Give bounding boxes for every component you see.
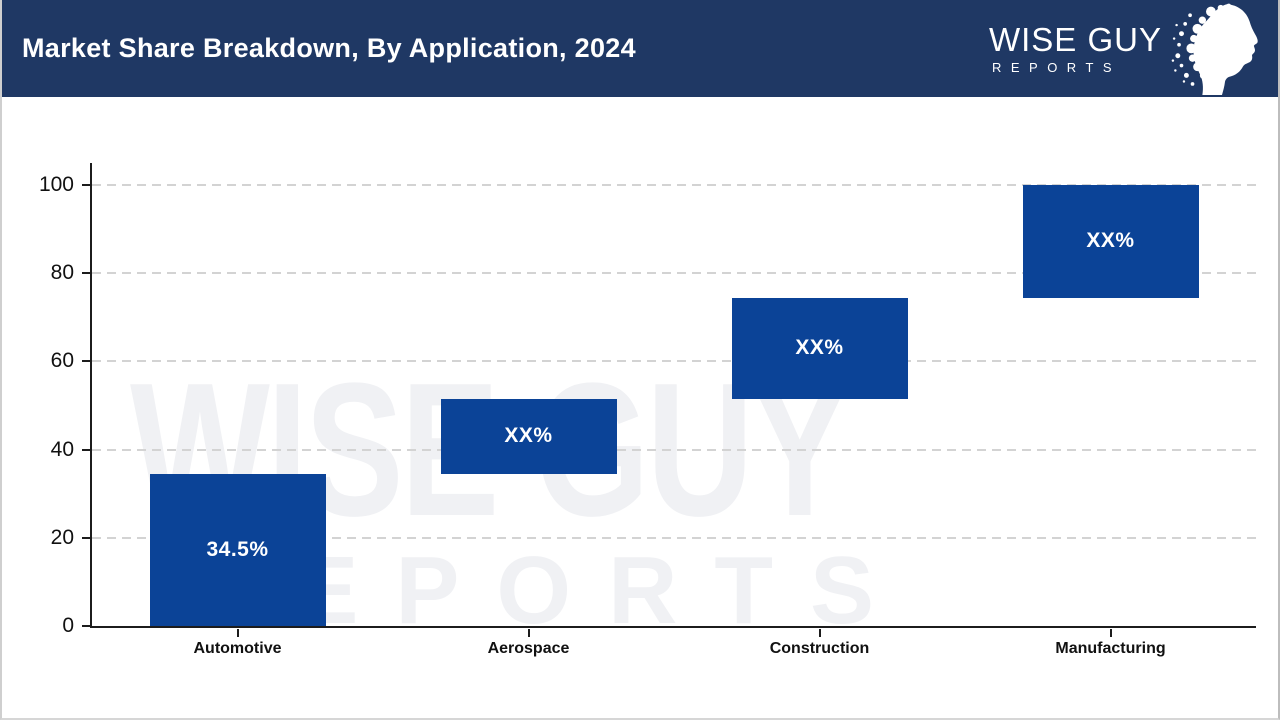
chart-title: Market Share Breakdown, By Application, … — [22, 33, 636, 63]
chart-area: WISE GUY REPORTS 02040608010034.5%Automo… — [2, 97, 1278, 718]
x-tick-0 — [236, 629, 239, 637]
y-tick-60 — [82, 360, 90, 363]
gridline-y60 — [92, 360, 1256, 363]
x-category-label: Aerospace — [487, 640, 570, 657]
x-tick-2 — [818, 629, 821, 637]
bar-construction: XX% — [731, 297, 908, 399]
y-tick-label-60: 60 — [50, 349, 74, 373]
x-category-label: Manufacturing — [1055, 640, 1166, 657]
bar-value-label: XX% — [1086, 229, 1135, 253]
bar-value-label: XX% — [795, 336, 844, 360]
header: Market Share Breakdown, By Application, … — [2, 0, 1278, 97]
bar-aerospace: XX% — [440, 398, 617, 474]
y-tick-40 — [82, 448, 90, 451]
bar-value-label: 34.5% — [206, 537, 269, 561]
logo-wordmark: WISE GUY — [988, 21, 1162, 58]
logo-subtitle: REPORTS — [991, 60, 1122, 75]
y-tick-label-40: 40 — [50, 437, 74, 461]
plot-area: 0 20 40 60 80 100 34.5% Automotive XX% Aerospace X… — [39, 163, 1256, 657]
bar-value-label: XX% — [504, 424, 553, 448]
gridline-y40 — [92, 448, 1256, 451]
bar-automotive: 34.5% — [149, 473, 326, 626]
bar-manufacturing: XX% — [1022, 185, 1199, 298]
head-dots-icon — [1171, 3, 1258, 95]
x-tick-1 — [527, 629, 530, 637]
y-tick-20 — [82, 536, 90, 539]
y-tick-label-20: 20 — [50, 525, 74, 549]
x-category-label: Construction — [769, 640, 870, 657]
y-tick-label-80: 80 — [50, 261, 74, 285]
gridline-y80 — [92, 272, 1256, 275]
y-tick-80 — [82, 272, 90, 275]
y-tick-label-100: 100 — [38, 173, 74, 197]
logo-text: WISE GUY REPORTS — [989, 23, 1162, 74]
y-tick-100 — [82, 184, 90, 187]
gridline-y100 — [92, 184, 1256, 187]
gridline-y20 — [92, 536, 1256, 539]
y-tick-label-0: 0 — [62, 614, 74, 637]
y-tick-0 — [82, 625, 90, 627]
x-category-label: Automotive — [193, 640, 282, 657]
wiseguy-logo: WISE GUY REPORTS — [989, 0, 1260, 97]
x-tick-3 — [1109, 629, 1112, 637]
